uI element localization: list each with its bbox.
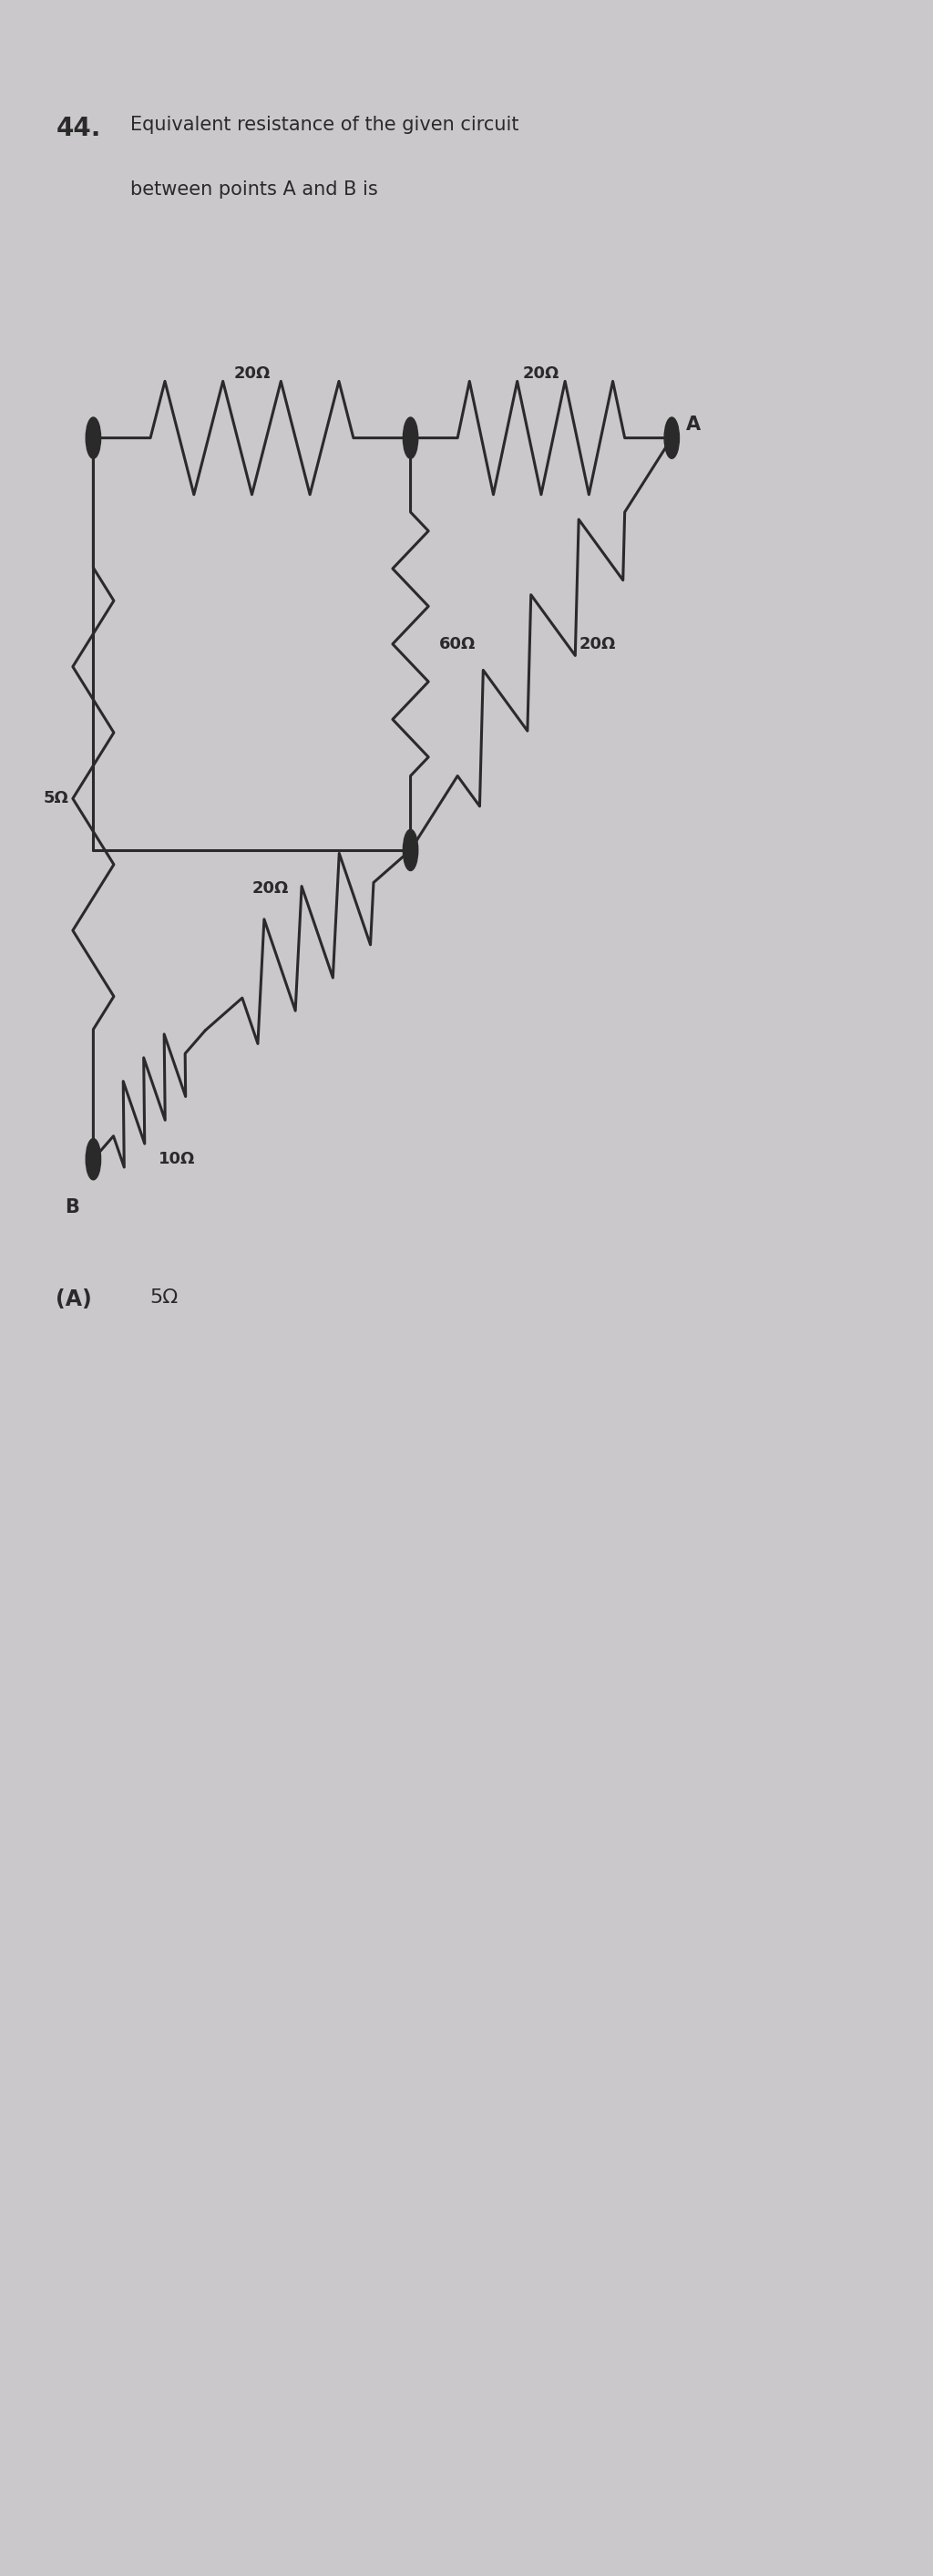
- Text: 5Ω: 5Ω: [43, 791, 69, 806]
- Text: B: B: [64, 1198, 79, 1216]
- Text: 20Ω: 20Ω: [252, 881, 289, 896]
- Circle shape: [403, 417, 418, 459]
- Circle shape: [86, 417, 101, 459]
- Text: (A): (A): [56, 1288, 92, 1309]
- Text: 20Ω: 20Ω: [578, 636, 616, 652]
- Text: 20Ω: 20Ω: [522, 366, 560, 381]
- Circle shape: [403, 829, 418, 871]
- Text: 60Ω: 60Ω: [439, 636, 476, 652]
- Circle shape: [86, 1139, 101, 1180]
- Text: Equivalent resistance of the given circuit: Equivalent resistance of the given circu…: [131, 116, 520, 134]
- Text: 10Ω: 10Ω: [159, 1151, 196, 1167]
- Text: between points A and B is: between points A and B is: [131, 180, 378, 198]
- Text: 44.: 44.: [56, 116, 101, 142]
- Text: 20Ω: 20Ω: [233, 366, 271, 381]
- Circle shape: [664, 417, 679, 459]
- Text: A: A: [686, 415, 701, 435]
- Text: 5Ω: 5Ω: [149, 1288, 178, 1306]
